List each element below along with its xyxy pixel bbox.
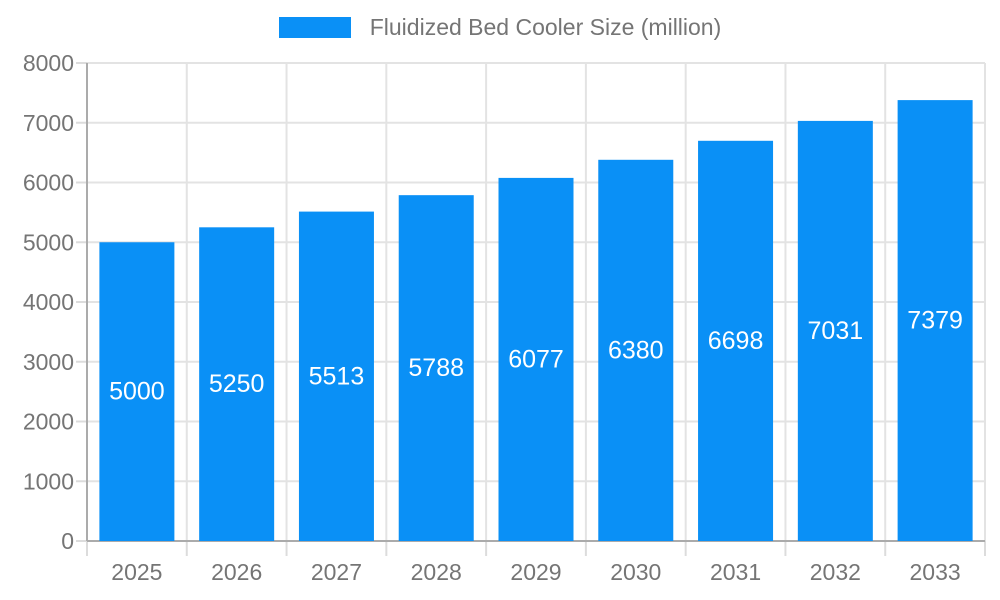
bar-2028[interactable]: [398, 195, 474, 542]
x-axis-label: 2032: [810, 559, 861, 585]
x-axis-label: 2029: [510, 559, 561, 585]
bar-2031[interactable]: [698, 140, 774, 541]
y-axis-label: 8000: [23, 50, 74, 76]
x-axis-label: 2028: [411, 559, 462, 585]
legend-label: Fluidized Bed Cooler Size (million): [369, 14, 722, 40]
bar-value-label: 5513: [309, 362, 365, 390]
x-axis-label: 2030: [610, 559, 661, 585]
bar-value-label: 5000: [109, 378, 165, 406]
y-axis-label: 6000: [23, 170, 74, 196]
legend-swatch-rect: [278, 17, 351, 38]
legend-swatch-icon: [278, 17, 351, 38]
legend-item[interactable]: Fluidized Bed Cooler Size (million): [0, 14, 1000, 41]
y-axis-label: 1000: [23, 468, 74, 494]
bar-2027[interactable]: [298, 211, 374, 541]
bar-value-label: 7379: [907, 307, 963, 335]
bar-value-label: 7031: [808, 317, 864, 345]
bar-2029[interactable]: [498, 177, 574, 542]
y-axis-label: 4000: [23, 289, 74, 315]
bar-2025[interactable]: [99, 242, 175, 541]
bar-2033[interactable]: [897, 100, 973, 542]
bar-2030[interactable]: [598, 159, 674, 542]
bar-2032[interactable]: [797, 120, 873, 541]
bar-value-label: 6077: [508, 345, 564, 373]
y-axis-label: 0: [61, 528, 74, 554]
bar-value-label: 6698: [708, 327, 764, 355]
x-axis-label: 2026: [211, 559, 262, 585]
bar-2026[interactable]: [199, 227, 275, 541]
y-axis-label: 7000: [23, 110, 74, 136]
bar-value-label: 5250: [209, 370, 265, 398]
x-axis-label: 2027: [311, 559, 362, 585]
x-axis-label: 2033: [910, 559, 961, 585]
x-axis-label: 2031: [710, 559, 761, 585]
bar-value-label: 5788: [408, 354, 464, 382]
x-axis-label: 2025: [111, 559, 162, 585]
y-axis-label: 5000: [23, 229, 74, 255]
bar-value-label: 6380: [608, 336, 664, 364]
y-axis-label: 2000: [23, 409, 74, 435]
y-axis-label: 3000: [23, 349, 74, 375]
